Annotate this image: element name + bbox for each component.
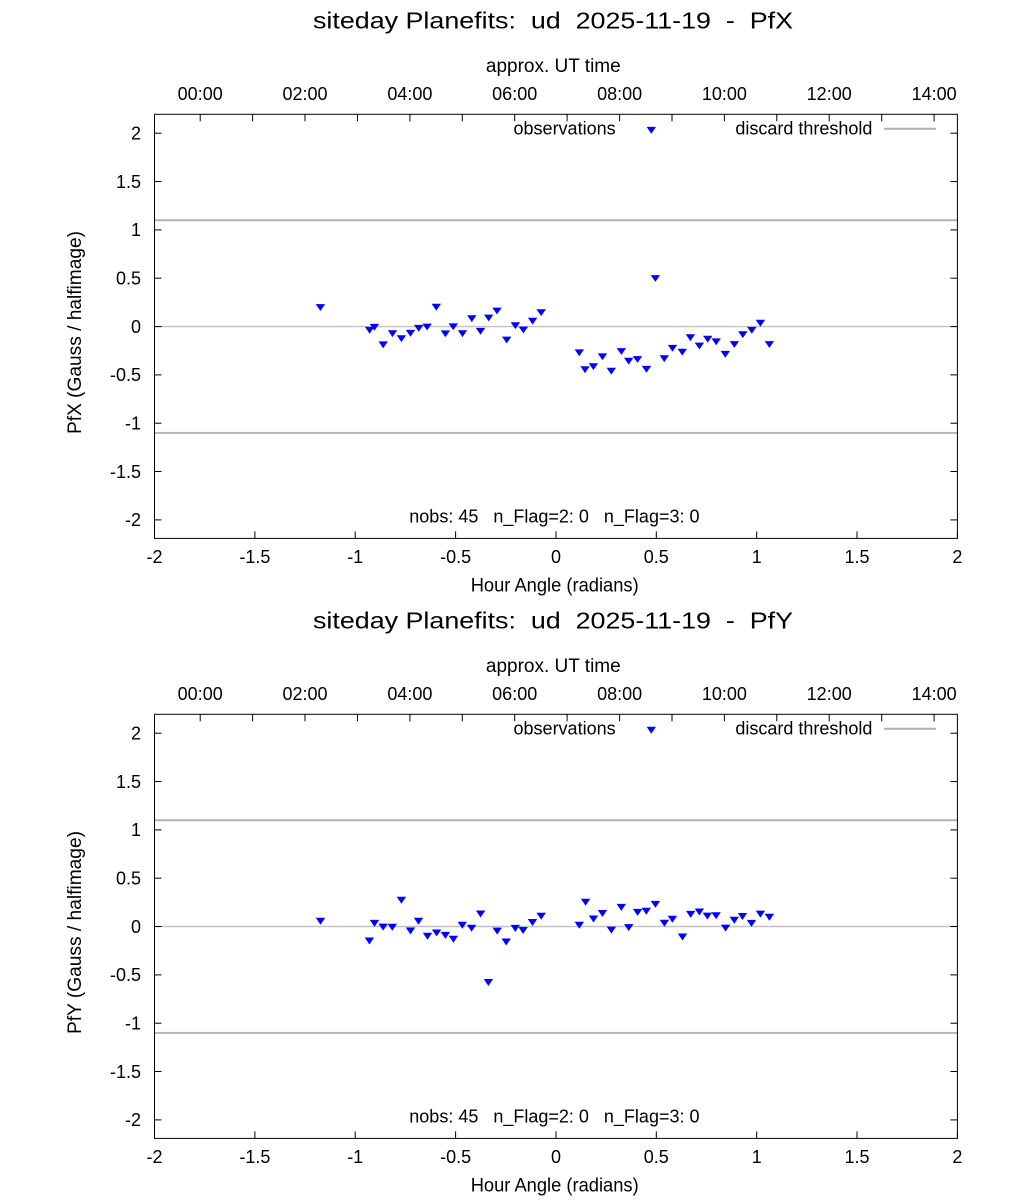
svg-text:-2: -2 <box>125 1110 141 1130</box>
svg-text:08:00: 08:00 <box>597 684 642 704</box>
svg-text:2: 2 <box>131 124 141 144</box>
svg-text:-0.5: -0.5 <box>110 365 141 385</box>
svg-text:10:00: 10:00 <box>702 684 747 704</box>
svg-text:nobs: 45 n_Flag=2: 0 n_Fla: nobs: 45 n_Flag=2: 0 n_Flag=3: 0 <box>409 1107 699 1128</box>
svg-text:1.5: 1.5 <box>844 1147 869 1167</box>
svg-text:-0.5: -0.5 <box>110 965 141 985</box>
svg-text:approx. UT time: approx. UT time <box>486 656 621 677</box>
svg-text:-2: -2 <box>146 1147 162 1167</box>
svg-text:-1: -1 <box>347 547 363 567</box>
svg-text:siteday Planefits: ud 2025-1: siteday Planefits: ud 2025-11-19 - PfX <box>313 8 793 34</box>
svg-text:0.5: 0.5 <box>116 269 141 289</box>
svg-text:02:00: 02:00 <box>282 84 327 104</box>
svg-text:08:00: 08:00 <box>597 84 642 104</box>
svg-text:0: 0 <box>551 547 561 567</box>
svg-text:approx. UT time: approx. UT time <box>486 56 621 77</box>
svg-text:Hour Angle (radians): Hour Angle (radians) <box>471 575 639 596</box>
svg-text:1.5: 1.5 <box>844 547 869 567</box>
svg-text:-1.5: -1.5 <box>239 547 270 567</box>
svg-text:-1: -1 <box>125 414 141 434</box>
svg-text:1: 1 <box>131 220 141 240</box>
svg-text:Hour Angle (radians): Hour Angle (radians) <box>471 1175 639 1196</box>
svg-text:PfY (Gauss / halfimage): PfY (Gauss / halfimage) <box>65 831 86 1034</box>
svg-text:discard threshold: discard threshold <box>735 718 872 738</box>
svg-text:04:00: 04:00 <box>387 684 432 704</box>
svg-text:12:00: 12:00 <box>807 684 852 704</box>
svg-text:1.5: 1.5 <box>116 772 141 792</box>
svg-text:PfX (Gauss / halfimage): PfX (Gauss / halfimage) <box>65 231 86 434</box>
svg-text:1.5: 1.5 <box>116 172 141 192</box>
svg-text:-1.5: -1.5 <box>110 1062 141 1082</box>
svg-text:2: 2 <box>131 724 141 744</box>
svg-text:2: 2 <box>952 547 962 567</box>
svg-text:0: 0 <box>131 317 141 337</box>
svg-text:1: 1 <box>131 820 141 840</box>
svg-text:siteday Planefits: ud 2025-1: siteday Planefits: ud 2025-11-19 - PfY <box>313 608 793 634</box>
svg-text:14:00: 14:00 <box>912 84 957 104</box>
svg-text:-1.5: -1.5 <box>239 1147 270 1167</box>
svg-text:0: 0 <box>551 1147 561 1167</box>
svg-text:06:00: 06:00 <box>492 84 537 104</box>
svg-text:04:00: 04:00 <box>387 84 432 104</box>
svg-text:12:00: 12:00 <box>807 84 852 104</box>
svg-text:observations: observations <box>514 118 616 138</box>
svg-text:-1: -1 <box>125 1014 141 1034</box>
svg-text:14:00: 14:00 <box>912 684 957 704</box>
svg-text:0.5: 0.5 <box>644 1147 669 1167</box>
svg-text:-2: -2 <box>125 510 141 530</box>
svg-text:0: 0 <box>131 917 141 937</box>
svg-text:-1.5: -1.5 <box>110 462 141 482</box>
svg-text:-0.5: -0.5 <box>440 1147 471 1167</box>
svg-text:00:00: 00:00 <box>178 84 223 104</box>
svg-text:2: 2 <box>952 1147 962 1167</box>
svg-text:discard threshold: discard threshold <box>735 118 872 138</box>
svg-text:-2: -2 <box>146 547 162 567</box>
svg-text:1: 1 <box>752 1147 762 1167</box>
svg-text:06:00: 06:00 <box>492 684 537 704</box>
svg-text:observations: observations <box>514 718 616 738</box>
svg-text:0.5: 0.5 <box>644 547 669 567</box>
svg-text:10:00: 10:00 <box>702 84 747 104</box>
svg-text:1: 1 <box>752 547 762 567</box>
svg-text:-0.5: -0.5 <box>440 547 471 567</box>
svg-text:00:00: 00:00 <box>178 684 223 704</box>
svg-text:02:00: 02:00 <box>282 684 327 704</box>
svg-text:-1: -1 <box>347 1147 363 1167</box>
svg-text:0.5: 0.5 <box>116 869 141 889</box>
svg-text:nobs: 45 n_Flag=2: 0 n_Fla: nobs: 45 n_Flag=2: 0 n_Flag=3: 0 <box>409 507 699 528</box>
